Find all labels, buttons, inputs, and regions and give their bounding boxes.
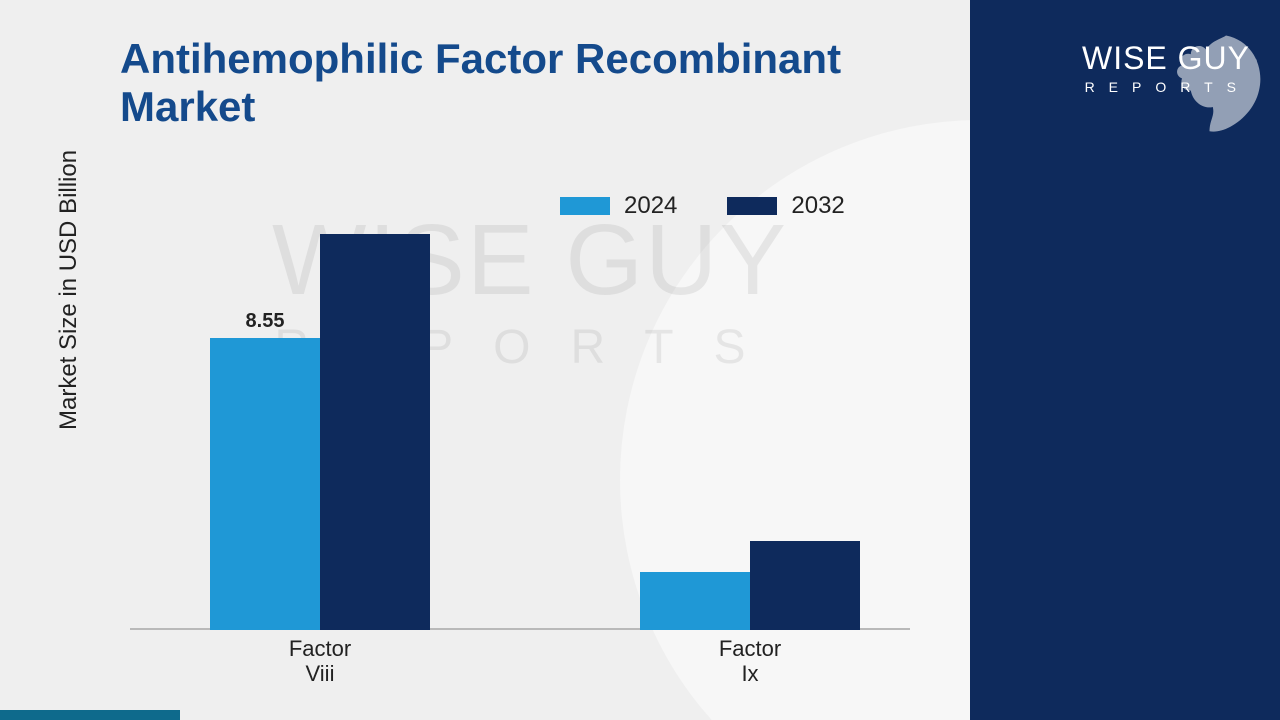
- brand-main: WISE GUY: [1082, 40, 1250, 77]
- legend-swatch-1: [727, 197, 777, 215]
- legend: 2024 2032: [560, 192, 845, 220]
- legend-label-0: 2024: [624, 192, 677, 220]
- bar-2024-0: 8.55: [210, 338, 320, 630]
- category-label-1: FactorIx: [625, 630, 875, 687]
- brand-block: WISE GUY REPORTS: [1082, 40, 1250, 95]
- bar-2024-1: [640, 572, 750, 630]
- bar-2032-1: [750, 541, 860, 630]
- chart-canvas: WISE GUY REPORTS Antihemophilic Factor R…: [0, 0, 1280, 720]
- bar-2032-0: [320, 234, 430, 630]
- bar-value-label: 8.55: [210, 310, 320, 333]
- chart-title: Antihemophilic Factor Recombinant Market: [120, 35, 860, 132]
- brand-sub: REPORTS: [1082, 79, 1250, 95]
- accent-bar: [0, 710, 180, 720]
- legend-swatch-0: [560, 197, 610, 215]
- plot-area: 8.55FactorViiiFactorIx: [130, 220, 910, 630]
- category-label-0: FactorViii: [195, 630, 445, 687]
- legend-label-1: 2032: [791, 192, 844, 220]
- legend-item-0: 2024: [560, 192, 677, 220]
- y-axis-label: Market Size in USD Billion: [55, 150, 83, 430]
- legend-item-1: 2032: [727, 192, 844, 220]
